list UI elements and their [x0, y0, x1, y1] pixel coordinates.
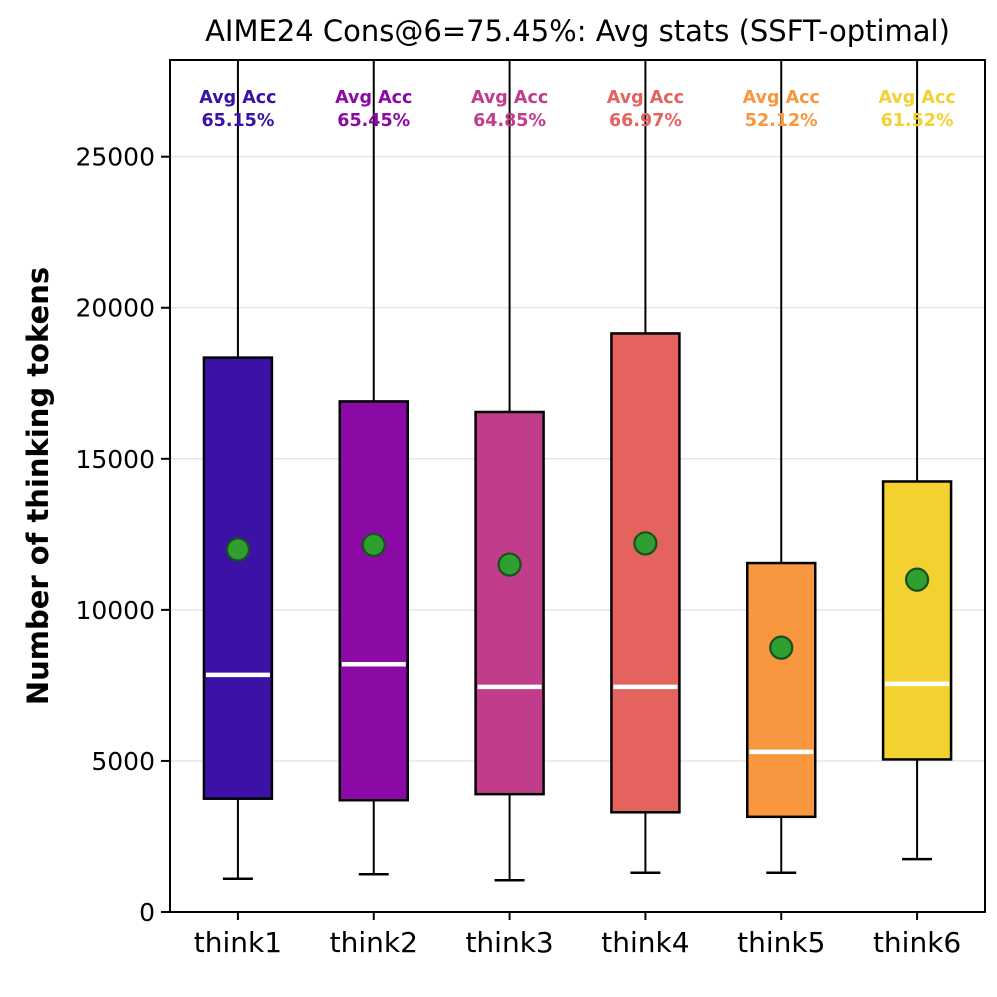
y-tick-label: 0	[139, 898, 155, 927]
x-tick-label: think5	[737, 926, 825, 959]
avg-acc-label: Avg Acc	[335, 88, 412, 108]
box	[746, 561, 817, 819]
avg-acc-value: 64.85%	[473, 111, 546, 131]
avg-acc-label: Avg Acc	[471, 88, 548, 108]
mean-dot	[769, 635, 794, 660]
box	[202, 356, 274, 800]
mean-dot	[904, 567, 930, 592]
avg-acc-label: Avg Acc	[743, 88, 820, 108]
box-group-think6: Avg Acc 61.52% think6	[873, 60, 961, 959]
avg-acc-label: Avg Acc	[199, 88, 276, 108]
x-tick-label: think4	[601, 926, 689, 959]
x-tick-label: think2	[330, 926, 418, 959]
y-tick-label: 15000	[75, 445, 155, 474]
avg-acc-value: 52.12%	[745, 111, 818, 131]
mean-dot	[361, 532, 386, 558]
box-group-think4: Avg Acc 66.97% think4	[601, 60, 690, 959]
y-tick-label: 20000	[75, 294, 155, 323]
avg-acc-value: 65.15%	[201, 111, 274, 131]
box	[610, 332, 681, 814]
avg-acc-value: 61.52%	[881, 111, 954, 131]
x-tick-label: think1	[194, 926, 282, 959]
mean-dot	[225, 537, 251, 562]
y-tick-label: 25000	[75, 143, 155, 172]
avg-acc-value: 65.45%	[337, 111, 410, 131]
mean-dot	[497, 552, 522, 577]
box	[881, 480, 953, 761]
box	[338, 400, 409, 802]
box-group-think5: Avg Acc 52.12% think5	[737, 60, 825, 959]
avg-acc-value: 66.97%	[609, 111, 682, 131]
x-tick-label: think3	[465, 926, 553, 959]
y-tick-label: 5000	[91, 747, 155, 776]
x-tick-label: think6	[873, 926, 961, 959]
avg-acc-label: Avg Acc	[607, 88, 684, 108]
y-tick-label: 10000	[75, 596, 155, 625]
box-group-think3: Avg Acc 64.85% think3	[465, 60, 554, 959]
box-group-think2: Avg Acc 65.45% think2	[330, 60, 418, 959]
box	[474, 410, 545, 796]
box-group-think1: Avg Acc 65.15% think1	[194, 60, 282, 959]
mean-dot	[633, 531, 658, 556]
plot-frame	[169, 59, 986, 913]
avg-acc-label: Avg Acc	[878, 88, 955, 108]
chart-title: AIME24 Cons@6=75.45%: Avg stats (SSFT-op…	[205, 14, 950, 48]
